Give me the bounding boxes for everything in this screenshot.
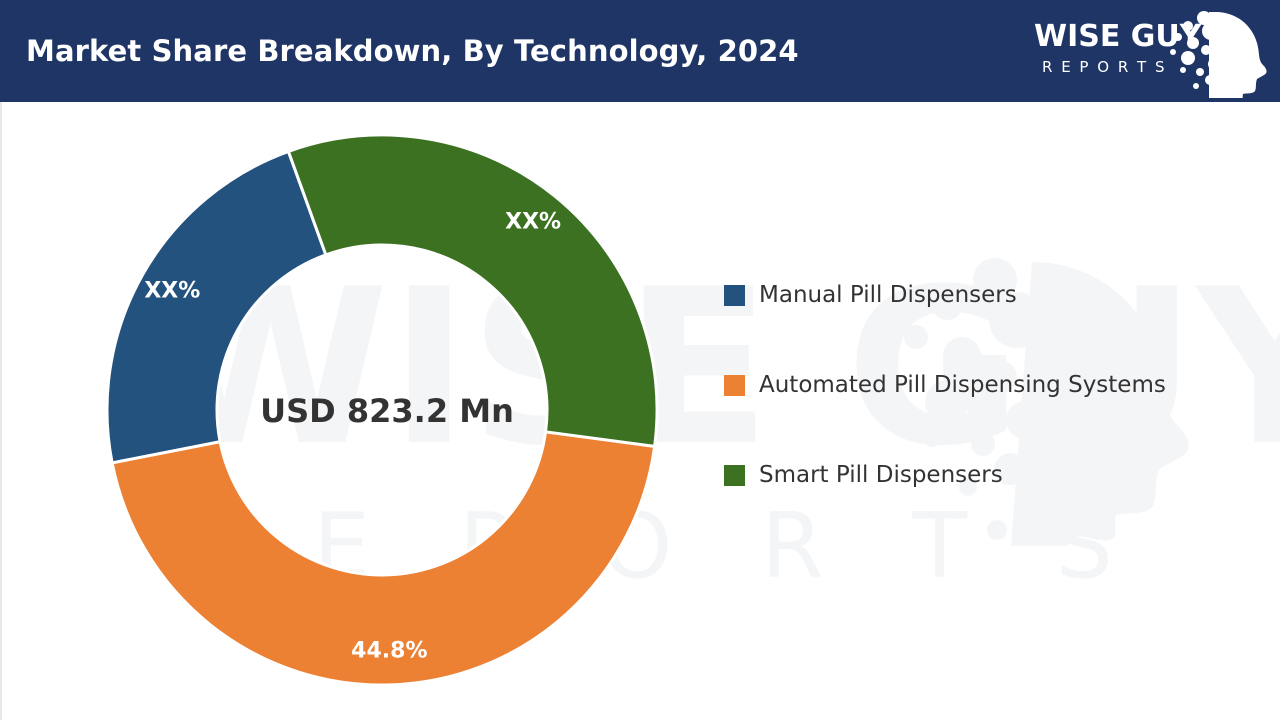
legend-label-smart: Smart Pill Dispensers	[759, 462, 1003, 488]
legend-item-smart[interactable]: Smart Pill Dispensers	[724, 430, 1244, 520]
donut-slice[interactable]	[105, 149, 328, 465]
donut-slice[interactable]	[110, 430, 657, 687]
wise-guy-reports-logo: WISE GUY R E P O R T S	[1034, 11, 1267, 98]
legend-item-manual[interactable]: Manual Pill Dispensers	[724, 250, 1244, 340]
legend-swatch-smart	[724, 464, 745, 486]
donut-center-value: USD 823.2 Mn	[260, 392, 514, 430]
donut-slice[interactable]	[286, 133, 659, 449]
legend-item-automated[interactable]: Automated Pill Dispensing Systems	[724, 340, 1244, 430]
chart-body: WISE GUY R E P O R T S	[0, 102, 1280, 720]
legend-label-manual: Manual Pill Dispensers	[759, 282, 1017, 308]
donut-slice-group	[105, 133, 659, 687]
legend-label-automated: Automated Pill Dispensing Systems	[759, 372, 1166, 398]
slice-label-automated: 44.8%	[351, 638, 428, 664]
header-bar: Market Share Breakdown, By Technology, 2…	[0, 0, 1280, 102]
slice-label-manual: XX%	[144, 278, 201, 304]
logo-head-icon	[1170, 11, 1267, 98]
page-title: Market Share Breakdown, By Technology, 2…	[26, 34, 799, 68]
slice-label-smart: XX%	[505, 209, 562, 235]
donut-chart-svg	[105, 133, 659, 687]
legend-swatch-automated	[724, 374, 745, 396]
logo-wordmark-secondary: R E P O R T S	[1042, 58, 1166, 76]
donut-chart: XX% 44.8% XX% USD 823.2 Mn	[105, 125, 667, 697]
chart-legend: Manual Pill Dispensers Automated Pill Di…	[724, 250, 1244, 520]
legend-swatch-manual	[724, 284, 745, 306]
